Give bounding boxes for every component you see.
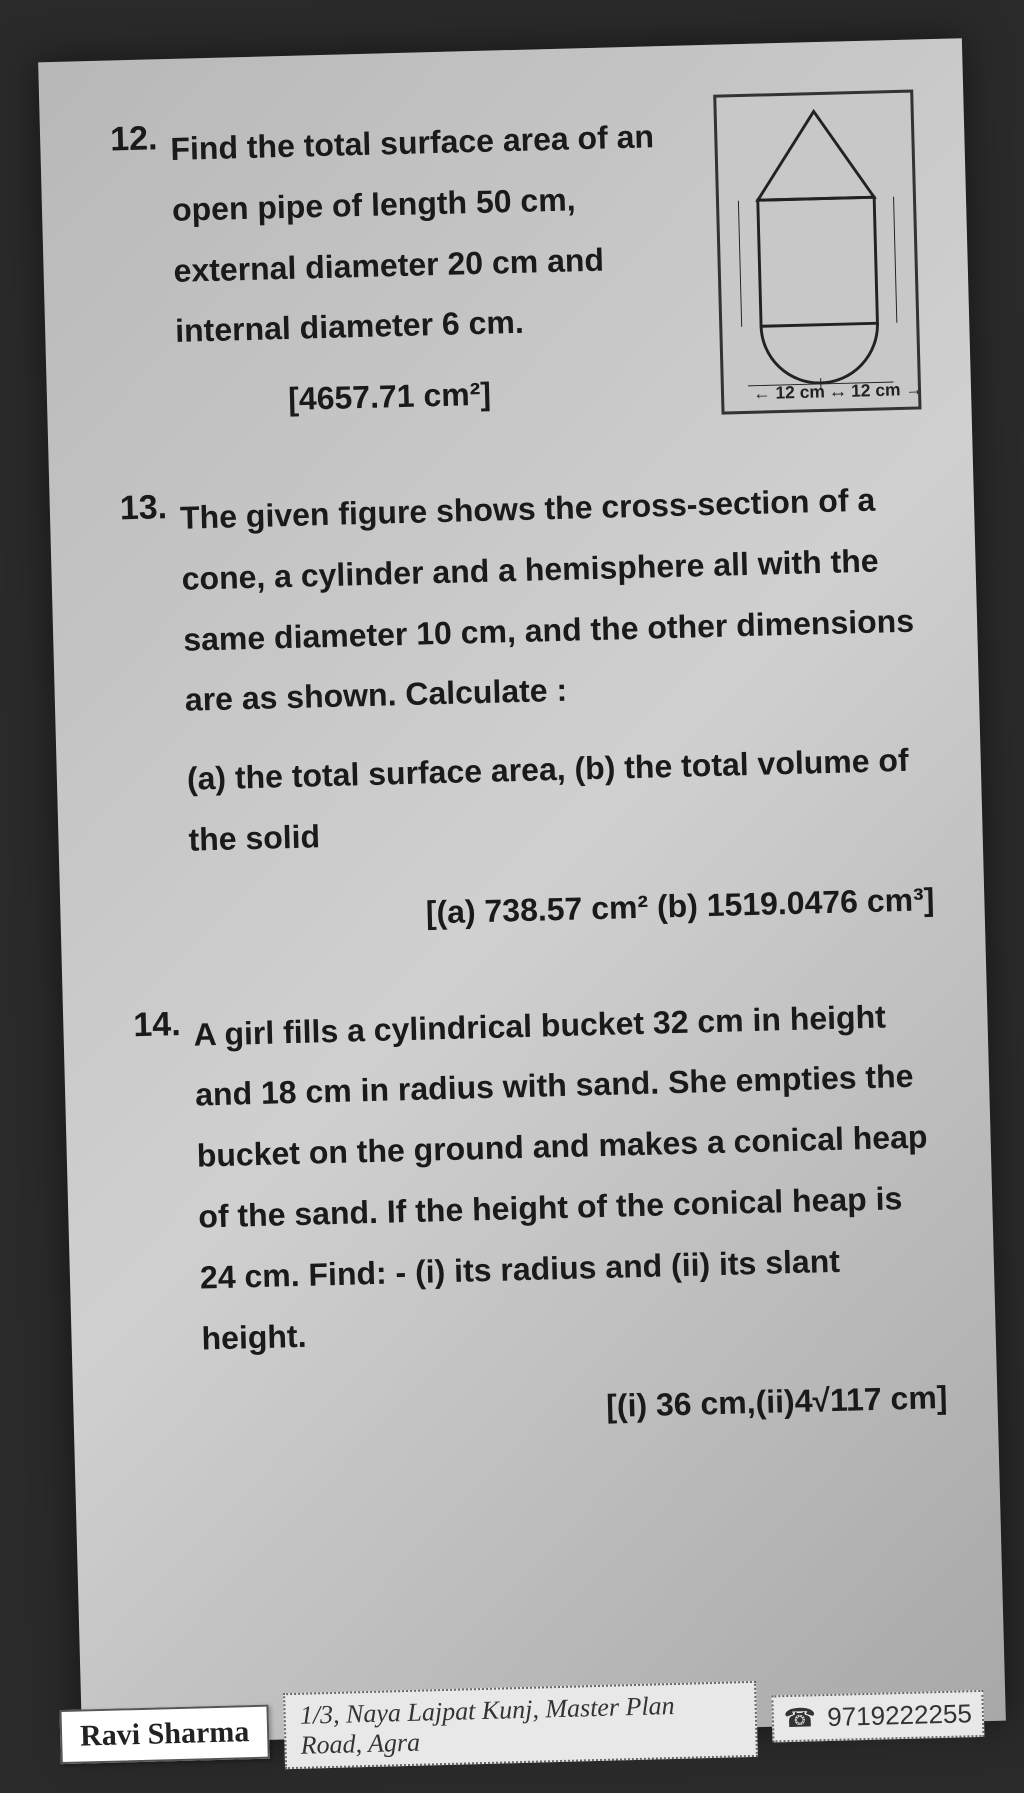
answer-text: [4657.71 cm²] xyxy=(176,358,701,432)
solid-figure-diagram: ← 12 cm → ← 12 cm → xyxy=(713,89,921,414)
question-body: A girl fills a cylindrical bucket 32 cm … xyxy=(193,985,948,1448)
textbook-page: 12. Find the total surface area of an op… xyxy=(38,38,1006,1745)
question-13: 13. The given figure shows the cross-sec… xyxy=(119,468,935,950)
question-text: Find the total surface area of an open p… xyxy=(170,118,654,349)
question-text: The given figure shows the cross-section… xyxy=(179,468,929,731)
question-12: 12. Find the total surface area of an op… xyxy=(110,99,922,434)
phone-icon: ☎ xyxy=(783,1702,816,1734)
author-address: 1/3, Naya Lajpat Kunj, Master Plan Road,… xyxy=(283,1681,757,1769)
answer-text: [(a) 738.57 cm² (b) 1519.0476 cm³] xyxy=(190,869,935,949)
question-14: 14. A girl fills a cylindrical bucket 32… xyxy=(133,985,948,1449)
question-number: 14. xyxy=(133,1004,194,1045)
question-text: A girl fills a cylindrical bucket 32 cm … xyxy=(193,998,928,1356)
question-body: Find the total surface area of an open p… xyxy=(170,99,922,432)
question-body: The given figure shows the cross-section… xyxy=(179,468,935,949)
question-number: 12. xyxy=(110,119,171,160)
question-parts: (a) the total surface area, (b) the tota… xyxy=(186,729,933,870)
answer-text: [(i) 36 cm,(ii)4√117 cm] xyxy=(203,1367,948,1447)
phone-number: 9719222255 xyxy=(827,1698,972,1732)
question-number: 13. xyxy=(119,488,180,529)
author-phone: ☎ 9719222255 xyxy=(771,1689,984,1742)
author-name: Ravi Sharma xyxy=(59,1705,270,1764)
